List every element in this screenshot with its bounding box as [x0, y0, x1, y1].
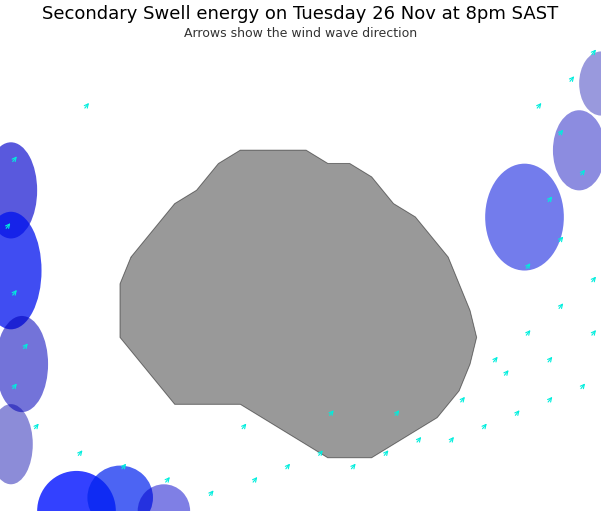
- Polygon shape: [120, 150, 477, 457]
- Text: Arrows show the wind wave direction: Arrows show the wind wave direction: [184, 28, 417, 40]
- Ellipse shape: [37, 471, 116, 511]
- Ellipse shape: [485, 164, 564, 270]
- Ellipse shape: [0, 404, 33, 484]
- Ellipse shape: [0, 212, 41, 329]
- Ellipse shape: [138, 484, 190, 511]
- Ellipse shape: [0, 316, 48, 412]
- Text: Secondary Swell energy on Tuesday 26 Nov at 8pm SAST: Secondary Swell energy on Tuesday 26 Nov…: [43, 5, 558, 23]
- Ellipse shape: [579, 52, 601, 115]
- Ellipse shape: [553, 110, 601, 191]
- Ellipse shape: [0, 142, 37, 239]
- Ellipse shape: [87, 466, 153, 511]
